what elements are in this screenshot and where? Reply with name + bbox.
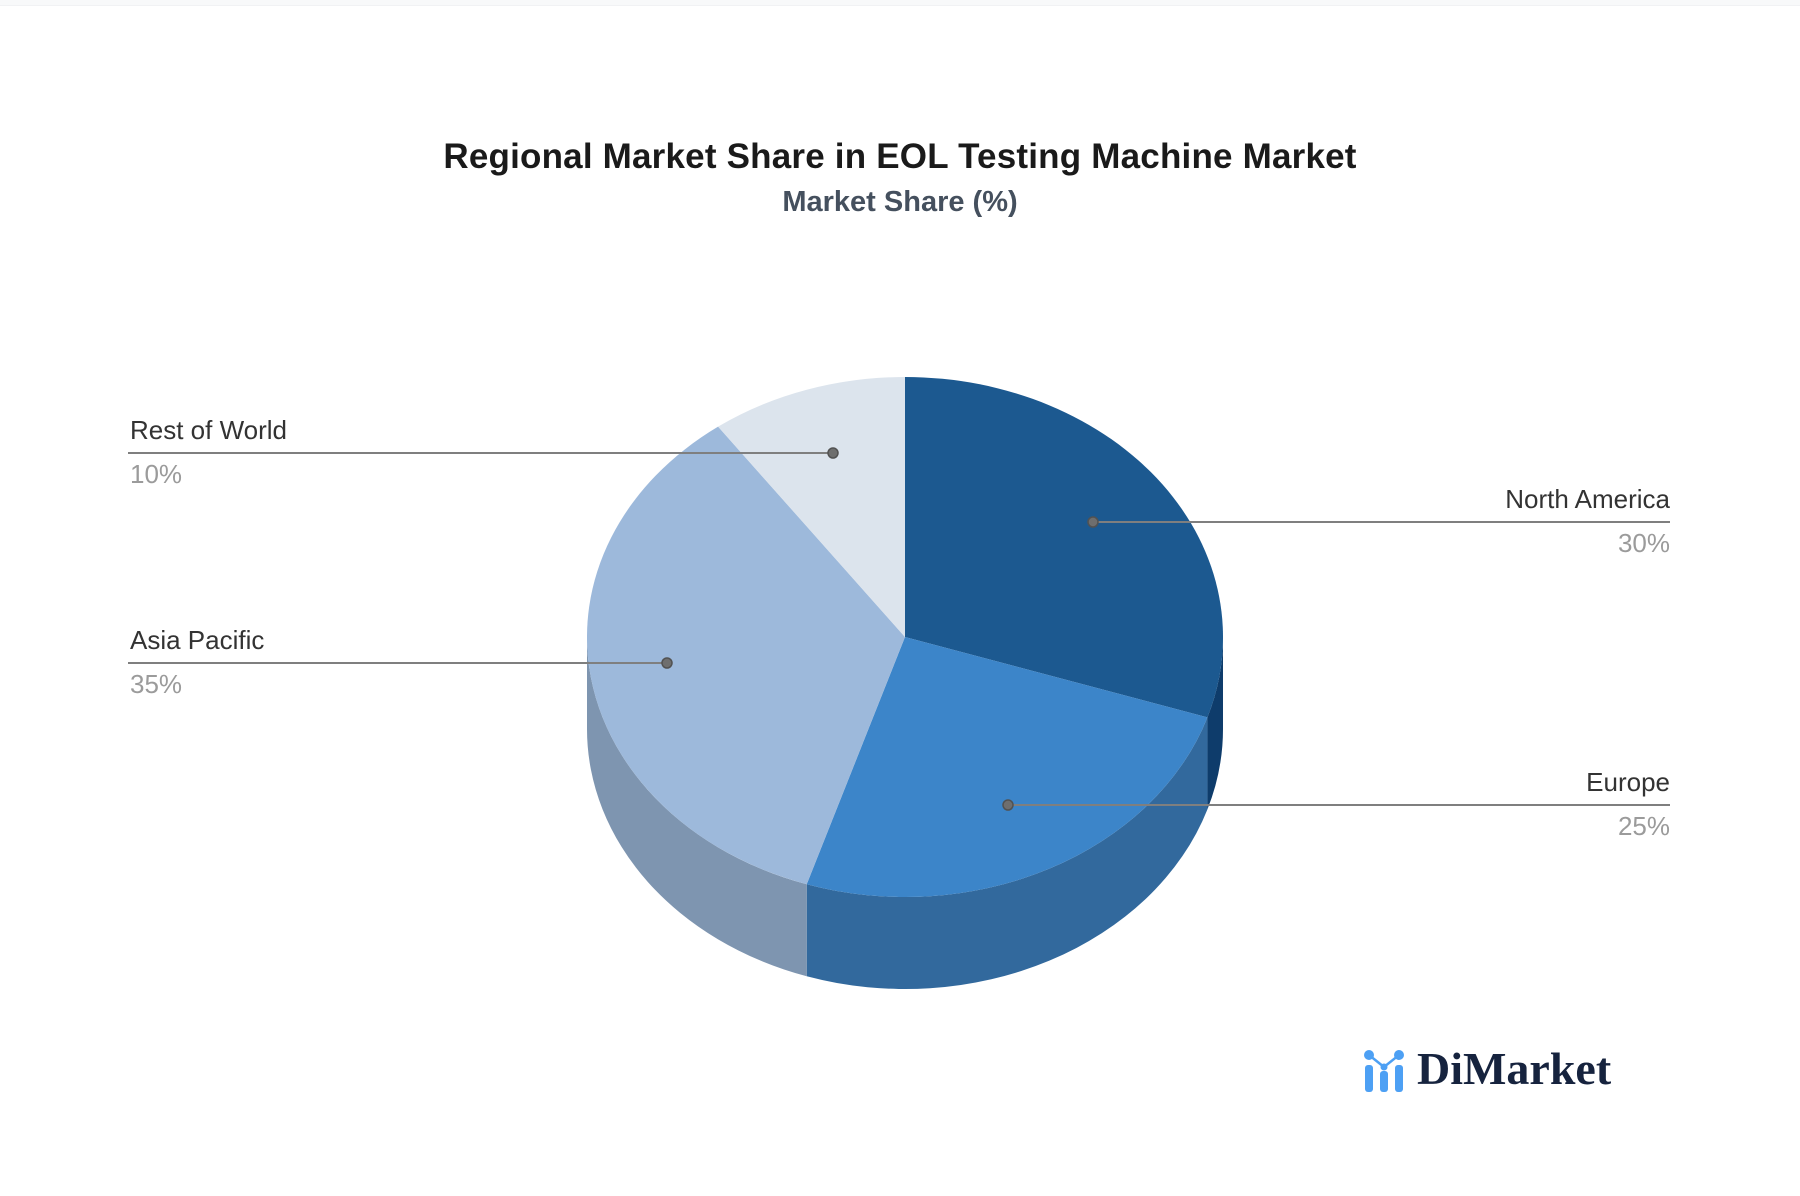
slice-value-rest-of-world: 10%	[130, 459, 183, 489]
brand-logo-text: DiMarket	[1417, 1043, 1612, 1094]
pie-slice-side-europe	[806, 717, 1208, 990]
pie-slice-side-asia-pacific	[587, 637, 807, 977]
pie-slice-asia-pacific	[587, 426, 905, 885]
bar-line-chart-icon	[1364, 1050, 1404, 1092]
slice-label-north-america: North America	[1505, 484, 1670, 514]
brand-logo: DiMarket	[1363, 1042, 1611, 1092]
leader-dot-europe	[1002, 799, 1014, 811]
slice-value-europe: 25%	[1617, 811, 1670, 841]
pie-slice-rest-of-world	[718, 377, 905, 637]
chart-subtitle: Market Share (%)	[782, 186, 1018, 218]
slice-value-north-america: 30%	[1617, 528, 1670, 558]
slice-value-asia-pacific: 35%	[130, 669, 183, 699]
page-top-strip	[0, 0, 1800, 6]
leader-dot-asia-pacific	[661, 657, 673, 669]
slice-label-rest-of-world: Rest of World	[130, 415, 288, 445]
leader-dot-rest-of-world	[827, 447, 839, 459]
leader-dot-north-america	[1087, 516, 1099, 528]
pie-slice-north-america	[905, 376, 1223, 718]
pie-slice-side-north-america	[1207, 637, 1223, 810]
pie-slice-europe	[806, 637, 1208, 897]
slice-label-europe: Europe	[1586, 767, 1670, 797]
chart-title: Regional Market Share in EOL Testing Mac…	[443, 137, 1357, 176]
slice-label-asia-pacific: Asia Pacific	[130, 625, 265, 655]
